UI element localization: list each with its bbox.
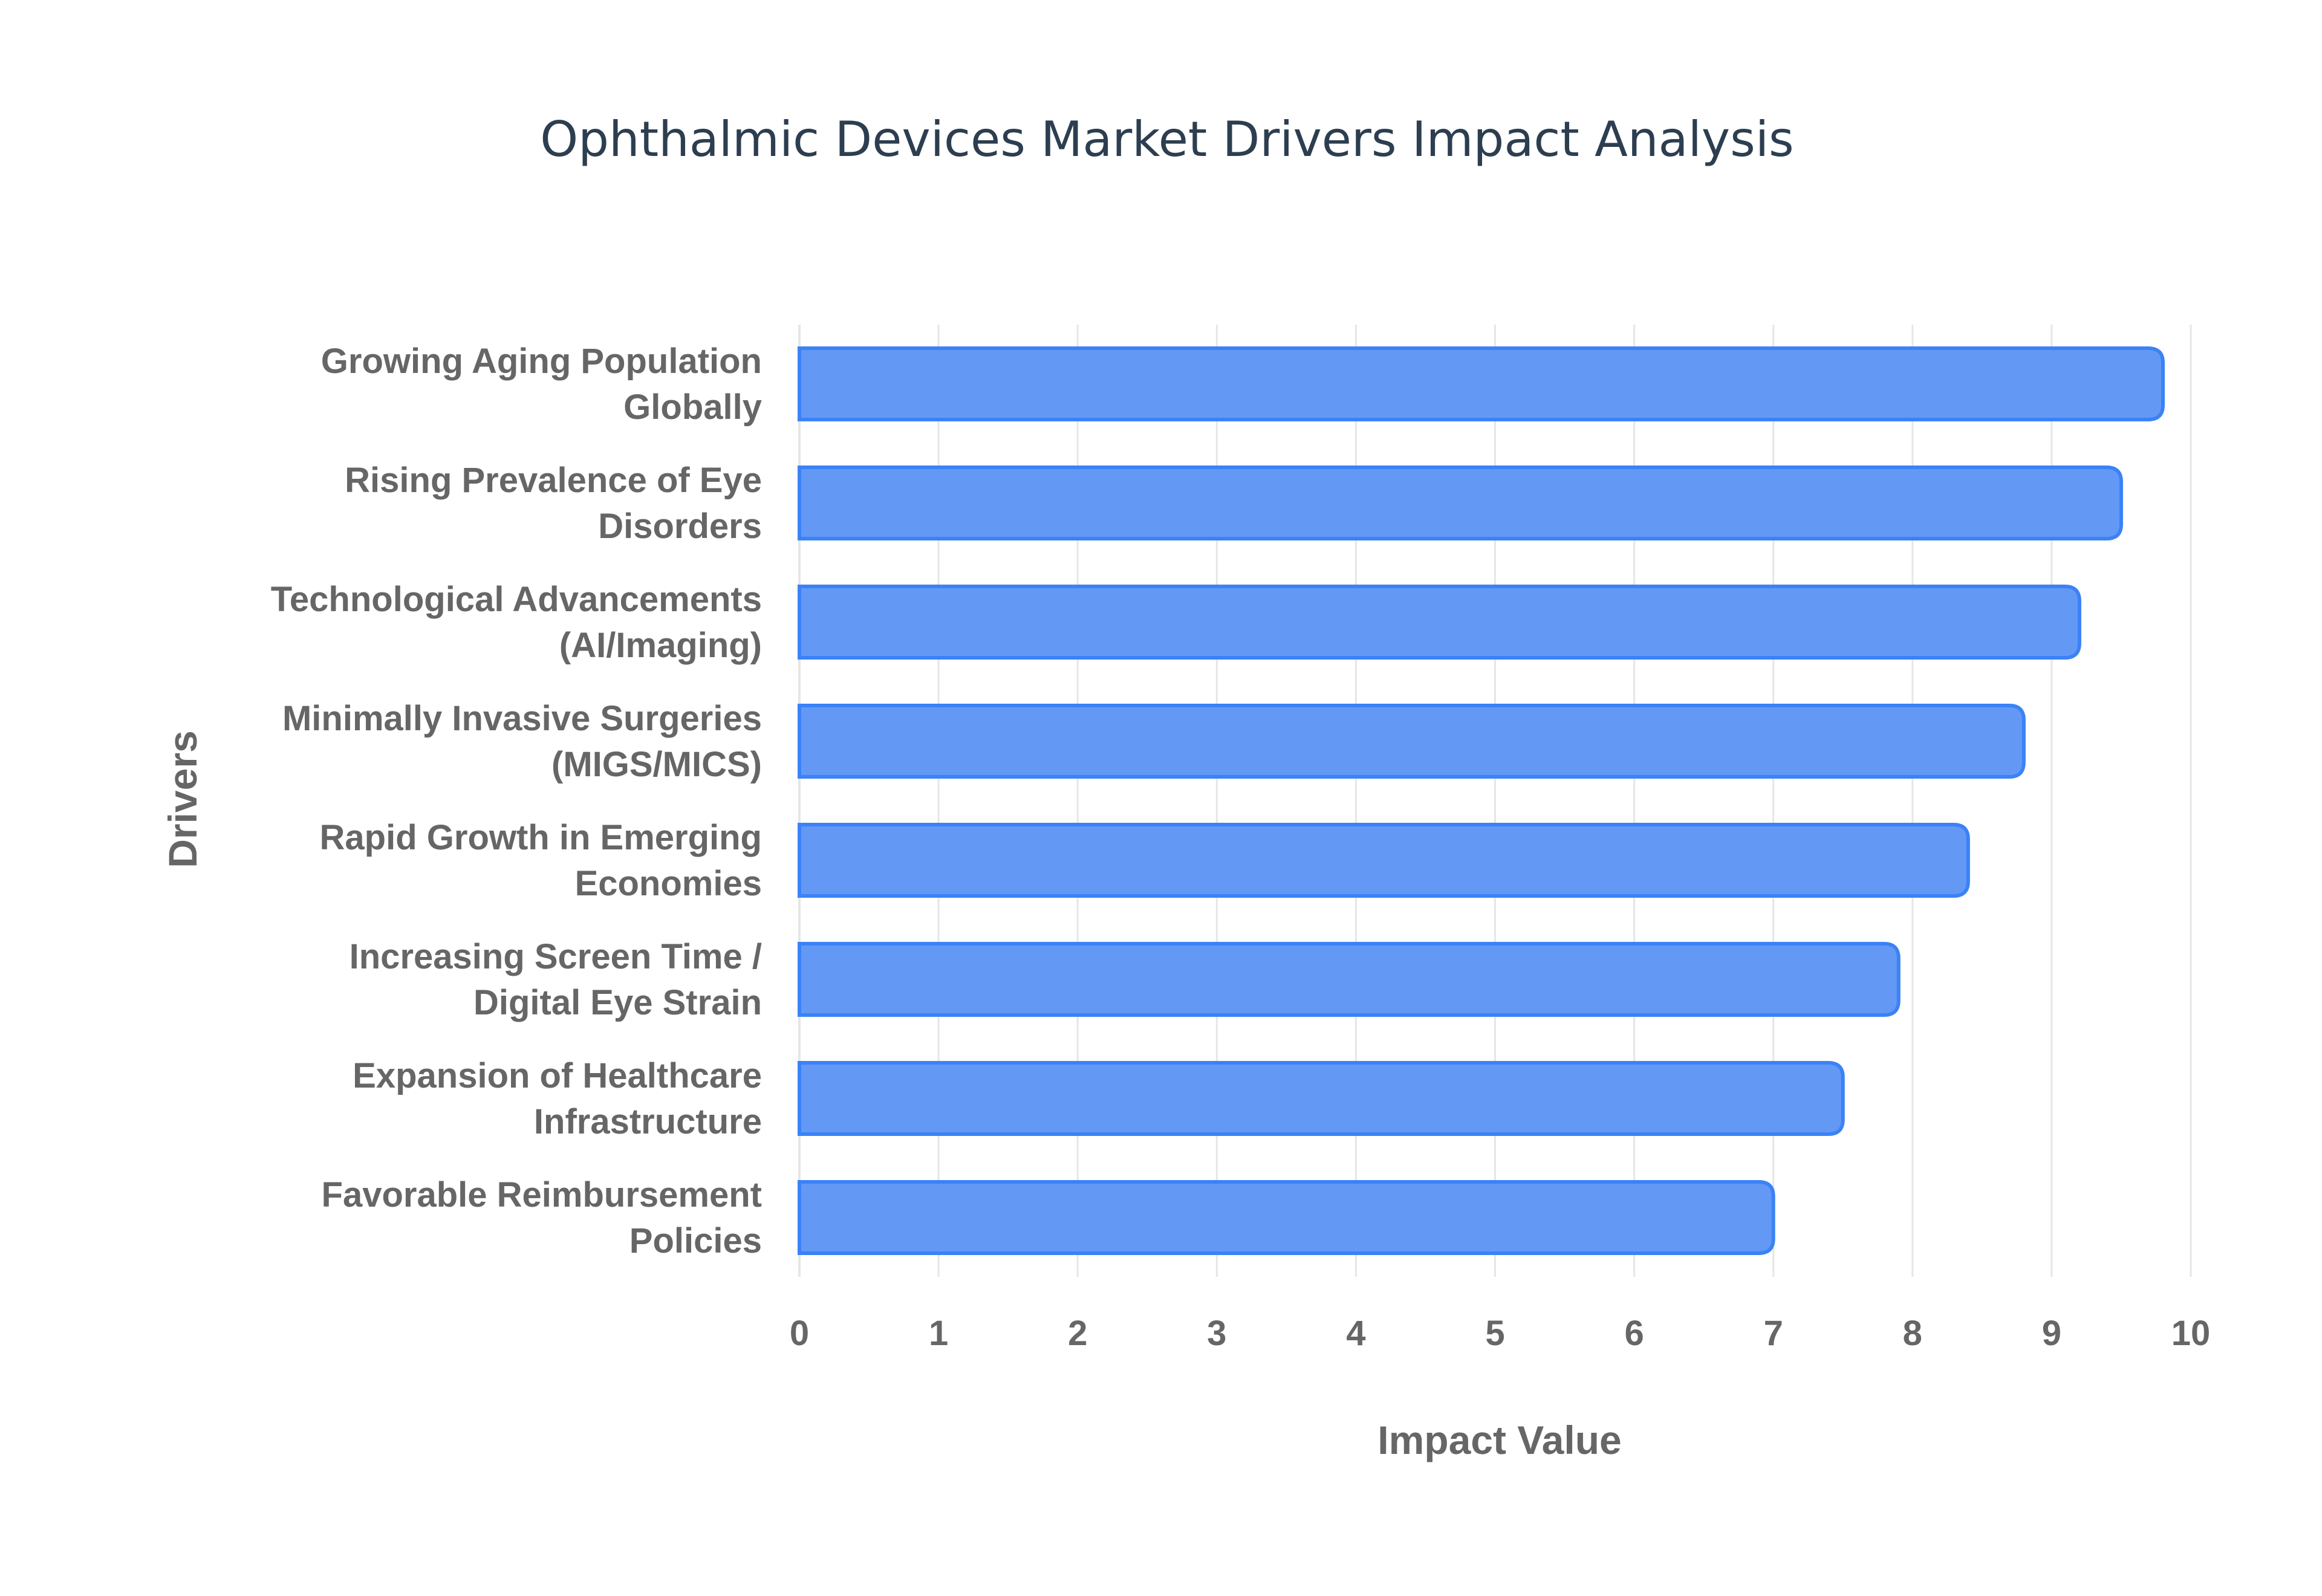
x-axis-title: Impact Value [1377, 1418, 1622, 1462]
category-label: Favorable Reimbursement [322, 1175, 762, 1215]
x-tick-label: 9 [2042, 1314, 2061, 1353]
x-tick-label: 5 [1485, 1314, 1504, 1353]
category-label: (MIGS/MICS) [551, 745, 762, 784]
category-label: Economies [575, 864, 762, 903]
category-label: Expansion of Healthcare [353, 1056, 762, 1095]
category-label: Rapid Growth in Emerging [320, 818, 762, 857]
x-tick-labels: 0 1 2 3 4 5 6 7 8 9 10 [790, 1314, 2210, 1353]
x-tick-label: 7 [1764, 1314, 1783, 1353]
category-label: Rising Prevalence of Eye [345, 461, 762, 500]
category-label: Globally [623, 388, 762, 427]
category-label: Technological Advancements [271, 580, 762, 619]
x-tick-label: 0 [790, 1314, 809, 1353]
category-label: Increasing Screen Time / [350, 937, 762, 976]
x-tick-label: 6 [1624, 1314, 1644, 1353]
bar[interactable] [798, 823, 1970, 898]
x-tick-label: 3 [1207, 1314, 1226, 1353]
category-label: Digital Eye Strain [473, 983, 762, 1022]
bar[interactable] [798, 1180, 1775, 1255]
bar[interactable] [798, 942, 1901, 1017]
chart-title: Ophthalmic Devices Market Drivers Impact… [540, 111, 1794, 167]
category-labels: Growing Aging Population Globally Rising P… [271, 342, 762, 1260]
x-tick-label: 4 [1346, 1314, 1365, 1353]
bar[interactable] [798, 465, 2123, 540]
category-label: Growing Aging Population [321, 342, 762, 381]
category-label: Infrastructure [534, 1102, 762, 1141]
x-tick-label: 2 [1068, 1314, 1087, 1353]
x-tick-label: 10 [2171, 1314, 2211, 1353]
x-tick-label: 8 [1903, 1314, 1922, 1353]
category-label: Minimally Invasive Surgeries [282, 699, 762, 738]
x-tick-label: 1 [929, 1314, 948, 1353]
bars [798, 346, 2165, 1255]
bar[interactable] [798, 346, 2165, 421]
category-label: Disorders [598, 507, 762, 546]
bar[interactable] [798, 704, 2026, 779]
y-axis-title: Drivers [160, 730, 205, 868]
bar[interactable] [798, 585, 2081, 660]
category-label: (AI/Imaging) [559, 626, 762, 665]
bar[interactable] [798, 1061, 1845, 1136]
category-label: Policies [629, 1221, 762, 1260]
